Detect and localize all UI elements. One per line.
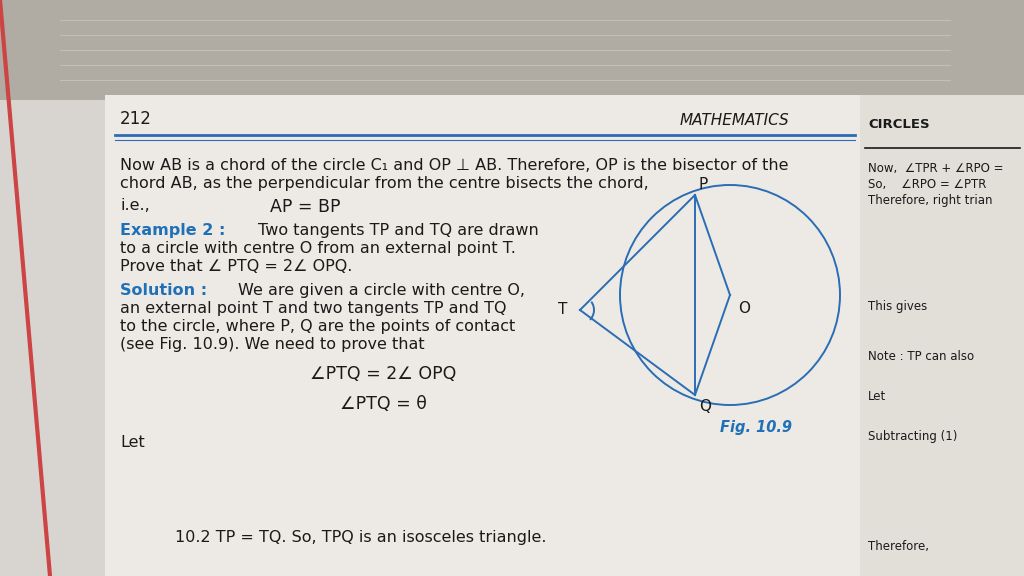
Text: Let: Let	[120, 435, 144, 450]
Text: Fig. 10.9: Fig. 10.9	[720, 420, 792, 435]
Text: T: T	[558, 302, 567, 317]
Bar	[105, 95, 905, 576]
Text: Subtracting (1): Subtracting (1)	[868, 430, 957, 443]
Text: So,    ∠RPO = ∠PTR: So, ∠RPO = ∠PTR	[868, 178, 986, 191]
Text: Two tangents TP and TQ are drawn: Two tangents TP and TQ are drawn	[258, 223, 539, 238]
Text: Therefore, right trian: Therefore, right trian	[868, 194, 992, 207]
Text: MATHEMATICS: MATHEMATICS	[680, 113, 790, 128]
Text: Now,  ∠TPR + ∠RPO =: Now, ∠TPR + ∠RPO =	[868, 162, 1004, 175]
Text: i.e.,: i.e.,	[120, 198, 150, 213]
Text: CIRCLES: CIRCLES	[868, 118, 930, 131]
Text: chord AB, as the perpendicular from the centre bisects the chord,: chord AB, as the perpendicular from the …	[120, 176, 649, 191]
Bar	[860, 95, 1024, 576]
Text: (see Fig. 10.9). We need to prove that: (see Fig. 10.9). We need to prove that	[120, 337, 425, 352]
Text: Now AB is a chord of the circle C₁ and OP ⊥ AB. Therefore, OP is the bisector of: Now AB is a chord of the circle C₁ and O…	[120, 158, 788, 173]
Text: Q: Q	[699, 399, 711, 414]
Text: Example 2 :: Example 2 :	[120, 223, 225, 238]
Text: ∠PTQ = θ: ∠PTQ = θ	[340, 395, 427, 413]
Text: an external point T and two tangents TP and TQ: an external point T and two tangents TP …	[120, 301, 507, 316]
Text: 212: 212	[120, 110, 152, 128]
Text: Solution :: Solution :	[120, 283, 207, 298]
Text: P: P	[699, 177, 709, 192]
Text: We are given a circle with centre O,: We are given a circle with centre O,	[238, 283, 525, 298]
Text: Note : TP can also: Note : TP can also	[868, 350, 974, 363]
Text: to the circle, where P, Q are the points of contact: to the circle, where P, Q are the points…	[120, 319, 515, 334]
Text: This gives: This gives	[868, 300, 928, 313]
Text: Let: Let	[868, 390, 886, 403]
Text: Prove that ∠ PTQ = 2∠ OPQ.: Prove that ∠ PTQ = 2∠ OPQ.	[120, 259, 352, 274]
Text: to a circle with centre O from an external point T.: to a circle with centre O from an extern…	[120, 241, 516, 256]
Text: 10.2 TP = TQ. So, TPQ is an isosceles triangle.: 10.2 TP = TQ. So, TPQ is an isosceles tr…	[175, 530, 547, 545]
Text: Therefore,: Therefore,	[868, 540, 929, 553]
Text: ∠PTQ = 2∠ OPQ: ∠PTQ = 2∠ OPQ	[310, 365, 457, 383]
Bar	[0, 0, 1024, 100]
Text: O: O	[738, 301, 750, 316]
Text: AP = BP: AP = BP	[270, 198, 341, 216]
